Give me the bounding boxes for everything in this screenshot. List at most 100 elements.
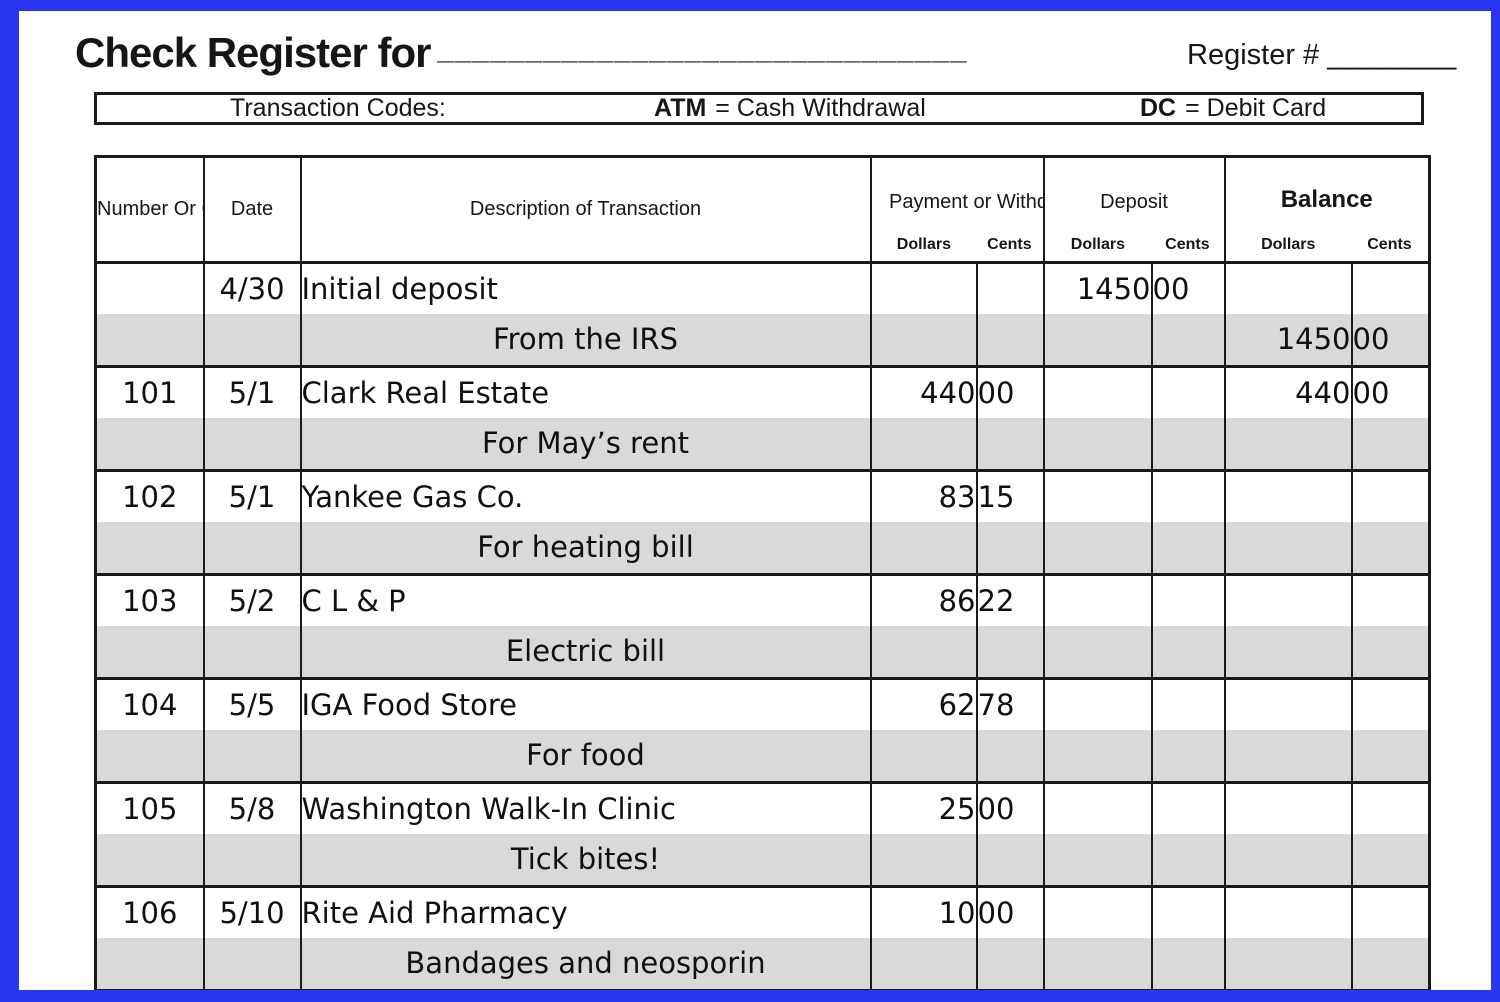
balance-dollars-memo-cell: 1450: [1223, 313, 1353, 368]
transaction-codes-bar: Transaction Codes: ATM = Cash Withdrawal…: [94, 92, 1424, 125]
deposit-dollars-cell: [1042, 366, 1153, 418]
transaction-row: 101 5/1 Clark Real Estate 440 00 440 00: [94, 366, 1431, 418]
description-cell: Washington Walk-In Clinic: [299, 782, 872, 834]
balance-dollars-cell: [1223, 678, 1353, 730]
deposit-header-title: Deposit: [1100, 191, 1168, 213]
balance-dollars-memo-cell: [1223, 833, 1353, 888]
payment-cents-cell: 00: [975, 366, 1045, 418]
date-cell-blank: [202, 937, 302, 990]
memo-cell: For food: [299, 729, 872, 784]
payment-dollars-cell: 62: [869, 678, 978, 730]
balance-subheader: Dollars Cents: [1227, 236, 1428, 254]
transaction-memo-row: From the IRS 1450 00: [94, 313, 1431, 368]
col-header-description: Description of Transaction: [299, 156, 872, 264]
deposit-dollars-cell-blank: [1042, 833, 1153, 888]
number-cell: 103: [94, 574, 205, 626]
date-cell: 5/1: [202, 366, 302, 418]
payment-cents-cell: 00: [975, 886, 1045, 938]
deposit-dollars-cell-blank: [1042, 729, 1153, 784]
deposit-dollars-cell-blank: [1042, 625, 1153, 680]
memo-cell: For May’s rent: [299, 417, 872, 472]
deposit-cents-cell: [1150, 574, 1226, 626]
payment-cents-cell-blank: [975, 937, 1045, 990]
check-register-table: Number Or Code Date Description of Trans…: [94, 155, 1431, 990]
date-cell: 4/30: [202, 262, 302, 314]
dc-code-legend: DC = Debit Card: [1140, 95, 1326, 122]
memo-cell: From the IRS: [299, 313, 872, 368]
deposit-cents-cell: [1150, 886, 1226, 938]
atm-meaning: = Cash Withdrawal: [715, 94, 926, 122]
payment-cents-cell: 15: [975, 470, 1045, 522]
balance-cents-memo-cell: [1350, 521, 1431, 576]
deposit-cents-cell-blank: [1150, 625, 1226, 680]
description-cell: IGA Food Store: [299, 678, 872, 730]
transaction-row: 104 5/5 IGA Food Store 62 78: [94, 678, 1431, 730]
balance-dollars-cell: [1223, 782, 1353, 834]
balance-dollars-memo-cell: [1223, 937, 1353, 990]
transaction-memo-row: For food: [94, 729, 1431, 784]
register-label-text: Register #: [1187, 39, 1328, 71]
balance-cents-cell: 00: [1350, 366, 1431, 418]
payment-cents-cell-blank: [975, 729, 1045, 784]
name-blank-line: ______________________________: [437, 33, 968, 66]
col-header-date: Date: [202, 156, 302, 264]
payment-dollars-cell-blank: [869, 625, 978, 680]
deposit-subheader: Dollars Cents: [1046, 236, 1223, 254]
description-cell: Rite Aid Pharmacy: [299, 886, 872, 938]
transaction-row: 102 5/1 Yankee Gas Co. 83 15: [94, 470, 1431, 522]
number-cell: 105: [94, 782, 205, 834]
deposit-cents-cell: [1150, 470, 1226, 522]
memo-cell: Electric bill: [299, 625, 872, 680]
transaction-memo-row: Electric bill: [94, 625, 1431, 680]
transaction-memo-row: Bandages and neosporin: [94, 937, 1431, 990]
deposit-cents-cell-blank: [1150, 521, 1226, 576]
deposit-dollars-cell: 1450: [1042, 262, 1153, 314]
payment-cents-cell-blank: [975, 313, 1045, 368]
payment-dollars-cell: [869, 262, 978, 314]
payment-dollars-cell-blank: [869, 729, 978, 784]
payment-dollars-cell-blank: [869, 937, 978, 990]
transaction-row: 4/30 Initial deposit 1450 00: [94, 262, 1431, 314]
payment-dollars-cell: 86: [869, 574, 978, 626]
description-cell: C L & P: [299, 574, 872, 626]
number-cell-blank: [94, 833, 205, 888]
number-cell-blank: [94, 313, 205, 368]
deposit-cents-cell: [1150, 366, 1226, 418]
balance-dollars-cell: [1223, 574, 1353, 626]
balance-dollars-memo-cell: [1223, 625, 1353, 680]
date-cell-blank: [202, 417, 302, 472]
balance-dollars-memo-cell: [1223, 729, 1353, 784]
balance-cents-cell: [1350, 678, 1431, 730]
description-cell: Initial deposit: [299, 262, 872, 314]
dc-code: DC: [1140, 94, 1177, 122]
number-cell-blank: [94, 521, 205, 576]
balance-cents-memo-cell: 00: [1350, 313, 1431, 368]
transaction-memo-row: Tick bites!: [94, 833, 1431, 888]
deposit-dollars-cell: [1042, 886, 1153, 938]
payment-dollars-cell-blank: [869, 521, 978, 576]
payment-cents-cell-blank: [975, 833, 1045, 888]
payment-cents-cell-blank: [975, 625, 1045, 680]
number-cell-blank: [94, 937, 205, 990]
deposit-cents-cell-blank: [1150, 937, 1226, 990]
payment-dollars-cell: 25: [869, 782, 978, 834]
payment-cents-cell: 00: [975, 782, 1045, 834]
deposit-cents-cell: [1150, 782, 1226, 834]
deposit-cents-cell-blank: [1150, 417, 1226, 472]
page-title: Check Register for: [75, 29, 431, 76]
number-cell: 106: [94, 886, 205, 938]
date-cell: 5/10: [202, 886, 302, 938]
date-cell-blank: [202, 625, 302, 680]
deposit-cents-cell: [1150, 678, 1226, 730]
balance-header-title: Balance: [1280, 186, 1373, 213]
memo-cell: Bandages and neosporin: [299, 937, 872, 990]
number-cell-blank: [94, 625, 205, 680]
balance-dollars-memo-cell: [1223, 417, 1353, 472]
payment-dollars-cell-blank: [869, 313, 978, 368]
payment-dollars-cell-blank: [869, 417, 978, 472]
memo-cell: Tick bites!: [299, 833, 872, 888]
deposit-dollars-label: Dollars: [1070, 236, 1126, 253]
deposit-dollars-cell-blank: [1042, 521, 1153, 576]
deposit-dollars-cell-blank: [1042, 937, 1153, 990]
